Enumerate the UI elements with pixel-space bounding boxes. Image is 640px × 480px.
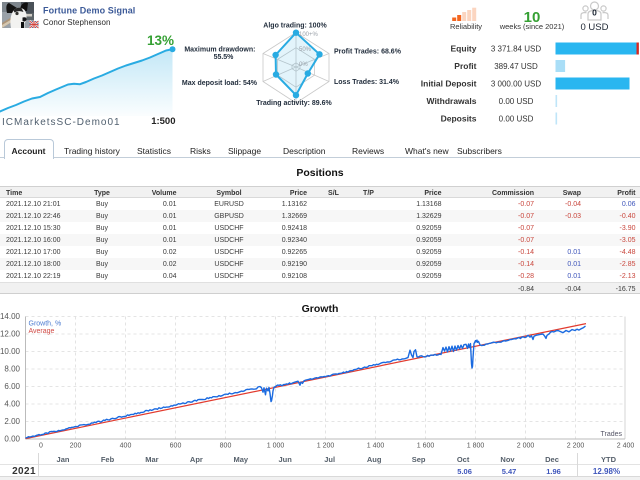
- svg-text:0.00 USD: 0.00 USD: [499, 97, 534, 106]
- svg-text:weeks (since 2021): weeks (since 2021): [499, 22, 565, 31]
- svg-text:2 000: 2 000: [517, 443, 535, 450]
- svg-text:1 800: 1 800: [467, 443, 485, 450]
- svg-text:Loss Trades: 31.4%: Loss Trades: 31.4%: [334, 79, 400, 86]
- svg-text:Max deposit load: 54%: Max deposit load: 54%: [182, 80, 258, 87]
- svg-text:Equity: Equity: [451, 44, 477, 54]
- svg-text:0.00: 0.00: [4, 435, 20, 444]
- svg-text:Deposits: Deposits: [441, 114, 477, 124]
- svg-text:Withdrawals: Withdrawals: [427, 96, 477, 106]
- svg-text:0.00 USD: 0.00 USD: [499, 115, 534, 124]
- svg-text:0: 0: [592, 8, 597, 18]
- svg-text:600: 600: [170, 443, 182, 450]
- svg-text:Maximum drawdown:: Maximum drawdown:: [184, 47, 255, 54]
- svg-text:Conor Stephenson: Conor Stephenson: [43, 18, 111, 27]
- svg-text:13%: 13%: [147, 33, 174, 48]
- svg-text:12.00: 12.00: [0, 330, 21, 339]
- svg-text:55.5%: 55.5%: [214, 54, 235, 61]
- svg-text:1:500: 1:500: [151, 116, 175, 127]
- svg-text:389.47 USD: 389.47 USD: [494, 62, 538, 71]
- svg-text:10.00: 10.00: [0, 347, 21, 356]
- svg-text:800: 800: [220, 443, 232, 450]
- svg-text:Average: Average: [29, 328, 55, 335]
- svg-text:Profit Trades: 68.6%: Profit Trades: 68.6%: [334, 49, 402, 56]
- svg-text:Growth, %: Growth, %: [29, 321, 62, 328]
- svg-text:Profit: Profit: [454, 61, 476, 71]
- svg-text:4.00: 4.00: [4, 400, 20, 409]
- svg-text:14.00: 14.00: [0, 313, 21, 321]
- svg-text:Trades: Trades: [600, 431, 622, 438]
- svg-text:Fortune Demo Signal: Fortune Demo Signal: [43, 6, 135, 16]
- svg-text:Reliability: Reliability: [450, 22, 482, 31]
- svg-text:2.00: 2.00: [4, 417, 20, 426]
- svg-text:3 000.00 USD: 3 000.00 USD: [491, 80, 541, 89]
- svg-text:Trading activity: 89.6%: Trading activity: 89.6%: [256, 100, 332, 107]
- svg-text:2 200: 2 200: [567, 443, 585, 450]
- svg-text:0: 0: [39, 443, 43, 450]
- svg-text:50%: 50%: [299, 47, 312, 53]
- svg-text:2 400: 2 400: [617, 443, 635, 450]
- svg-text:1 200: 1 200: [317, 443, 335, 450]
- svg-text:0 USD: 0 USD: [581, 22, 609, 33]
- svg-text:1 000: 1 000: [267, 443, 285, 450]
- svg-text:8.00: 8.00: [4, 365, 20, 374]
- svg-text:6.00: 6.00: [4, 382, 20, 391]
- svg-text:0%: 0%: [299, 62, 308, 68]
- svg-text:3 371.84 USD: 3 371.84 USD: [491, 45, 541, 54]
- svg-text:200: 200: [70, 443, 82, 450]
- svg-text:Algo trading: 100%: Algo trading: 100%: [263, 23, 327, 30]
- svg-text:10: 10: [524, 9, 541, 26]
- svg-text:100+%: 100+%: [299, 32, 319, 38]
- svg-text:1 600: 1 600: [417, 443, 435, 450]
- svg-text:ICMarketsSC-Demo01: ICMarketsSC-Demo01: [2, 117, 121, 128]
- svg-text:400: 400: [120, 443, 132, 450]
- svg-text:Initial Deposit: Initial Deposit: [421, 79, 477, 89]
- svg-text:1 400: 1 400: [367, 443, 385, 450]
